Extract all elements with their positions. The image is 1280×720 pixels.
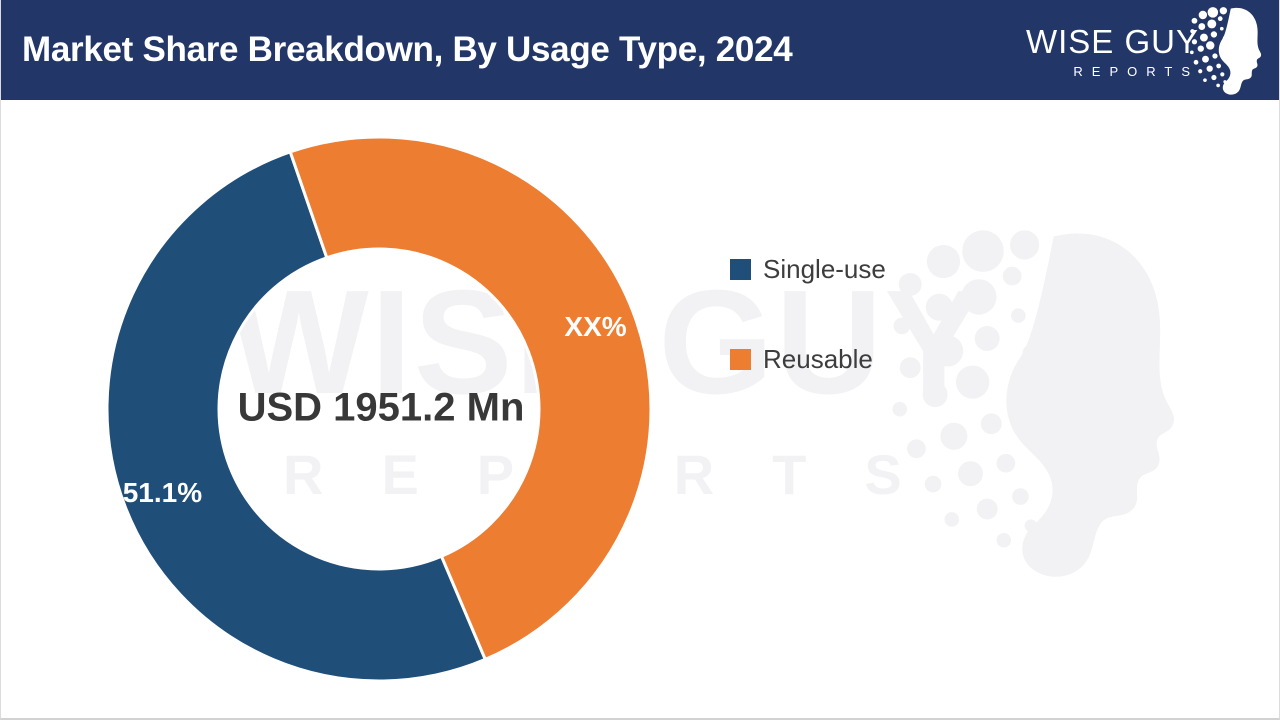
donut-slice-single-use [105,149,488,683]
header: Market Share Breakdown, By Usage Type, 2… [1,0,1279,100]
legend-item: Single-use [730,254,886,285]
slice-percentage-label: 51.1% [123,477,202,508]
wiseguy-face-watermark [892,230,1174,577]
legend: Single-use Reusable [730,254,886,375]
donut-slice-reusable [288,135,653,662]
page-title: Market Share Breakdown, By Usage Type, 2… [22,30,793,69]
slice-percentage-label: XX% [564,311,626,342]
legend-item-label: Single-use [763,254,886,284]
logo-reports-text: REPORTS [1073,64,1199,79]
logo-text: WISE GUY REPORTS [1026,23,1199,79]
center-value-label: USD 1951.2 Mn [237,385,525,430]
logo: WISE GUY REPORTS [1026,6,1267,96]
legend-swatch [730,259,751,280]
legend-swatch [730,349,751,370]
legend-item-label: Reusable [763,344,873,374]
legend-item: Reusable [730,344,886,375]
donut-chart: 51.1% XX% [105,135,653,683]
logo-wise-guy-text: WISE GUY [1025,23,1199,60]
